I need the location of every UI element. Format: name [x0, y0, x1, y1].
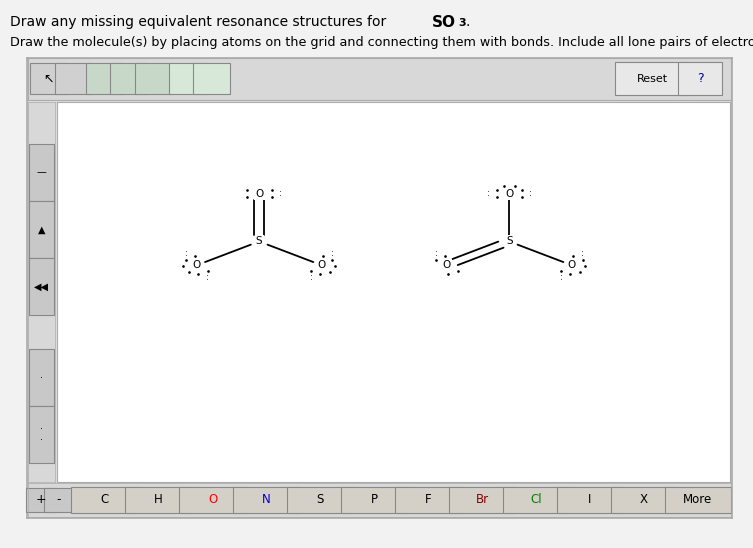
Text: I: I	[588, 493, 592, 506]
Text: :: :	[279, 190, 282, 198]
FancyBboxPatch shape	[233, 487, 300, 513]
Text: ◀◀: ◀◀	[34, 282, 49, 292]
Text: C: C	[101, 493, 109, 506]
Text: P: P	[371, 493, 378, 506]
Text: :: :	[581, 249, 584, 258]
Text: O: O	[568, 260, 576, 270]
FancyBboxPatch shape	[503, 487, 569, 513]
Text: Reset: Reset	[636, 74, 668, 84]
Text: S: S	[256, 237, 263, 247]
Text: O: O	[505, 189, 514, 199]
Text: :: :	[559, 273, 562, 282]
FancyBboxPatch shape	[169, 63, 206, 94]
Text: More: More	[683, 493, 712, 506]
Text: ·
·: · ·	[40, 424, 43, 446]
Text: ·: ·	[40, 373, 43, 383]
Text: SO: SO	[432, 15, 456, 30]
Text: O: O	[318, 260, 326, 270]
FancyBboxPatch shape	[678, 62, 722, 95]
Text: N: N	[262, 493, 271, 506]
FancyBboxPatch shape	[665, 487, 731, 513]
FancyBboxPatch shape	[395, 487, 462, 513]
FancyBboxPatch shape	[44, 488, 74, 512]
Text: S: S	[317, 493, 324, 506]
Text: Draw the molecule(s) by placing atoms on the grid and connecting them with bonds: Draw the molecule(s) by placing atoms on…	[10, 36, 753, 49]
FancyBboxPatch shape	[615, 62, 689, 95]
Text: X: X	[640, 493, 648, 506]
Text: :: :	[206, 273, 209, 282]
Text: O: O	[255, 189, 264, 199]
FancyBboxPatch shape	[29, 201, 53, 258]
FancyBboxPatch shape	[126, 487, 192, 513]
Text: F: F	[425, 493, 431, 506]
Text: ?: ?	[697, 72, 703, 85]
Text: —: —	[37, 167, 46, 178]
Text: O: O	[193, 260, 201, 270]
FancyBboxPatch shape	[287, 487, 354, 513]
Text: .: .	[465, 15, 470, 30]
Text: Br: Br	[476, 493, 489, 506]
Text: ▲: ▲	[38, 225, 45, 235]
FancyBboxPatch shape	[29, 258, 53, 315]
Text: :: :	[434, 249, 437, 258]
FancyBboxPatch shape	[611, 487, 677, 513]
FancyBboxPatch shape	[341, 487, 407, 513]
FancyBboxPatch shape	[54, 63, 92, 94]
Text: 3: 3	[458, 18, 465, 27]
FancyBboxPatch shape	[556, 487, 623, 513]
FancyBboxPatch shape	[110, 63, 148, 94]
Text: :: :	[184, 249, 187, 258]
FancyBboxPatch shape	[29, 406, 53, 463]
Text: :: :	[309, 273, 312, 282]
Text: Cl: Cl	[530, 493, 542, 506]
FancyBboxPatch shape	[193, 63, 230, 94]
FancyBboxPatch shape	[29, 144, 53, 201]
FancyBboxPatch shape	[135, 63, 172, 94]
FancyBboxPatch shape	[30, 63, 67, 94]
FancyBboxPatch shape	[449, 487, 516, 513]
Text: O: O	[443, 260, 451, 270]
FancyBboxPatch shape	[86, 63, 123, 94]
FancyBboxPatch shape	[26, 488, 56, 512]
Text: S: S	[506, 237, 513, 247]
Text: +: +	[36, 493, 47, 506]
Text: Draw any missing equivalent resonance structures for: Draw any missing equivalent resonance st…	[10, 15, 390, 30]
Text: O: O	[208, 493, 217, 506]
FancyBboxPatch shape	[29, 349, 53, 406]
FancyBboxPatch shape	[179, 487, 246, 513]
Text: ↖: ↖	[44, 72, 54, 85]
Text: :: :	[486, 190, 489, 198]
Text: -: -	[56, 493, 61, 506]
FancyBboxPatch shape	[72, 487, 138, 513]
Text: :: :	[331, 249, 334, 258]
Text: :: :	[529, 190, 532, 198]
Text: H: H	[154, 493, 163, 506]
